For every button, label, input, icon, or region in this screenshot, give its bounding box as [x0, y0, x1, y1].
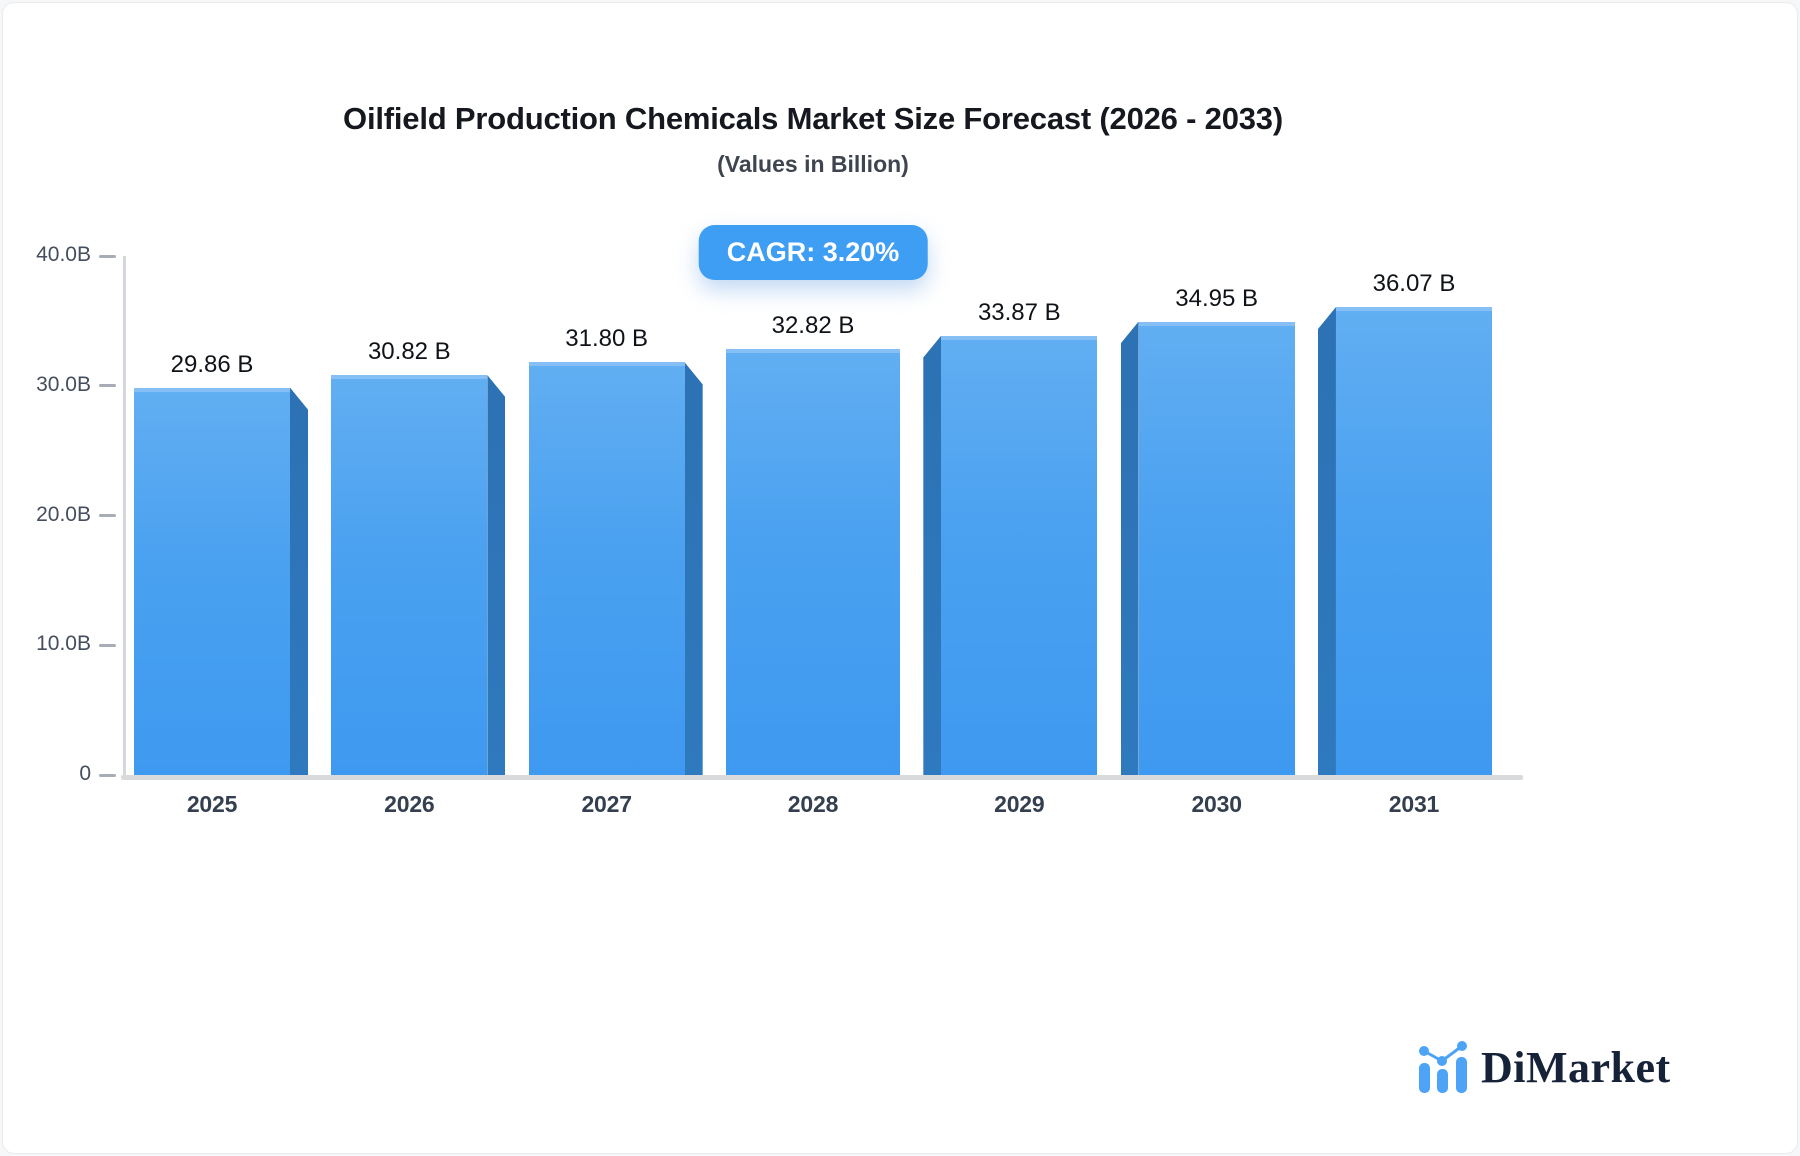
x-axis-line [121, 775, 1523, 780]
bar-rect[interactable] [1138, 321, 1295, 775]
x-axis-label: 2031 [1388, 791, 1440, 817]
bar-2031[interactable] [1317, 306, 1492, 775]
chart-subtitle: (Values in Billion) [717, 151, 909, 177]
bar-2029[interactable] [923, 335, 1098, 775]
bar-2026[interactable] [331, 375, 506, 775]
bar-2028[interactable] [725, 349, 900, 775]
bar-side-face [684, 362, 703, 775]
brand-logo-text: DiMarket [1481, 1042, 1671, 1092]
bar-value-label: 33.87 B [977, 298, 1061, 326]
y-axis-line [123, 256, 126, 777]
x-axis-label: 2026 [384, 791, 435, 817]
x-axis-label: 2027 [581, 791, 632, 817]
y-axis-tick [99, 773, 116, 777]
bar-2030[interactable] [1120, 321, 1295, 775]
bar-rect[interactable] [134, 387, 290, 775]
bar-side-face [290, 387, 308, 775]
bar-rect[interactable] [941, 335, 1098, 775]
y-axis-label: 30.0B [36, 372, 91, 396]
bar-side-face [487, 375, 506, 775]
bar-side-face [923, 335, 942, 775]
mini-bar-chart-icon [1419, 1041, 1467, 1093]
bar-value-label: 32.82 B [771, 312, 855, 340]
plot-area: 40.0B 30.0B 20.0B 10.0B 0 29.86 B 2025 30.82 B 2… [3, 3, 1797, 1153]
brand-logo: DiMarket [1418, 1041, 1671, 1093]
bar-value-label: 29.86 B [170, 350, 254, 378]
x-axis-label: 2029 [994, 791, 1045, 817]
y-axis-label: 20.0B [36, 502, 91, 526]
bar-2025[interactable] [134, 387, 308, 775]
bar-rect[interactable] [528, 362, 685, 775]
y-axis-tick [99, 384, 116, 388]
bar-rect[interactable] [725, 349, 900, 775]
bar-value-label: 34.95 B [1175, 284, 1258, 312]
bar-value-label: 36.07 B [1372, 269, 1456, 297]
y-axis-label: 10.0B [36, 632, 91, 656]
y-axis-tick [99, 254, 116, 258]
y-axis-tick [99, 643, 116, 647]
bar-rect[interactable] [331, 375, 488, 775]
y-axis-tick [99, 514, 116, 517]
y-axis-label: 40.0B [36, 243, 91, 266]
bar-value-label: 31.80 B [565, 325, 649, 353]
y-axis-label: 0 [79, 762, 91, 785]
x-axis-label: 2028 [787, 791, 839, 817]
bar-side-face [1317, 306, 1336, 775]
bar-value-label: 30.82 B [367, 338, 451, 366]
bar-rect[interactable] [1335, 306, 1492, 775]
bar-side-face [1120, 321, 1139, 775]
cagr-badge: CAGR: 3.20% [698, 225, 928, 280]
x-axis-label: 2030 [1191, 791, 1242, 817]
chart-title: Oilfield Production Chemicals Market Siz… [343, 101, 1283, 136]
bar-2027[interactable] [528, 362, 703, 775]
x-axis-label: 2025 [186, 791, 238, 817]
